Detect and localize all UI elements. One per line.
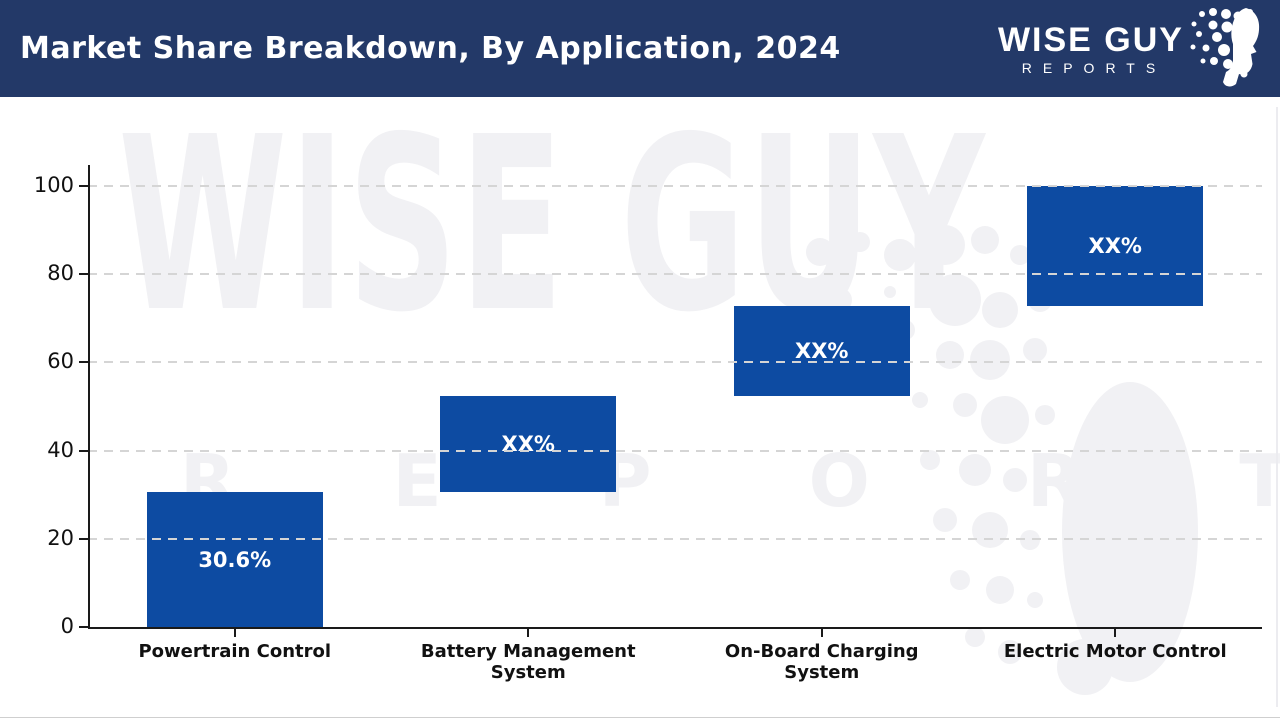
x-tick-mark [527, 629, 530, 637]
bar-on-board-charging-system: XX% [733, 305, 910, 396]
y-tick-mark [79, 626, 88, 628]
x-tick-mark [820, 629, 823, 637]
y-tick-mark [79, 537, 88, 540]
gridline-60 [88, 361, 1262, 364]
category-label-powertrain-control: Powertrain Control [138, 641, 332, 662]
wiseguy-wordmark: WISE GUY [997, 20, 1184, 59]
y-tick-mark [79, 185, 88, 187]
category-label-battery-management-system: Battery Management System [420, 641, 636, 684]
y-tick-label-20: 20 [47, 525, 74, 550]
bar-value-label: XX% [501, 431, 555, 456]
y-axis-line [88, 165, 90, 629]
page-title: Market Share Breakdown, By Application, … [20, 31, 841, 66]
y-tick-mark [79, 449, 88, 452]
bar-powertrain-control: 30.6% [146, 492, 323, 627]
gridline-20 [88, 537, 1262, 540]
dotted-face-icon [1186, 4, 1262, 94]
brand-logo: WISE GUY REPORTS [998, 4, 1262, 94]
gridline-100 [88, 185, 1262, 187]
bar-battery-management-system: XX% [440, 395, 617, 493]
x-tick-mark [233, 629, 236, 637]
watermark-edge-line [1276, 107, 1278, 707]
bar-value-label: XX% [1088, 233, 1142, 258]
y-tick-label-0: 0 [60, 614, 74, 638]
y-tick-mark [79, 273, 88, 276]
brand-wordmark: WISE GUY REPORTS [998, 23, 1184, 75]
x-tick-mark [1114, 629, 1117, 637]
watermark-face-dots [740, 197, 1200, 720]
bar-value-label: 30.6% [198, 547, 272, 572]
category-label-electric-motor-control: Electric Motor Control [1003, 641, 1227, 662]
category-label-on-board-charging-system: On-Board Charging System [724, 641, 919, 684]
bar-electric-motor-control: XX% [1027, 186, 1204, 306]
y-tick-label-60: 60 [47, 349, 74, 374]
y-tick-label-100: 100 [33, 173, 74, 197]
gridline-40 [88, 449, 1262, 452]
y-tick-label-80: 80 [47, 261, 74, 286]
bottom-border-line [0, 717, 1280, 718]
bar-value-label: XX% [795, 338, 849, 363]
y-tick-mark [79, 361, 88, 364]
gridline-80 [88, 273, 1262, 276]
header-bar: Market Share Breakdown, By Application, … [0, 0, 1280, 97]
y-tick-label-40: 40 [47, 437, 74, 462]
x-axis-line [88, 627, 1262, 629]
reports-wordmark: REPORTS [1021, 59, 1167, 76]
